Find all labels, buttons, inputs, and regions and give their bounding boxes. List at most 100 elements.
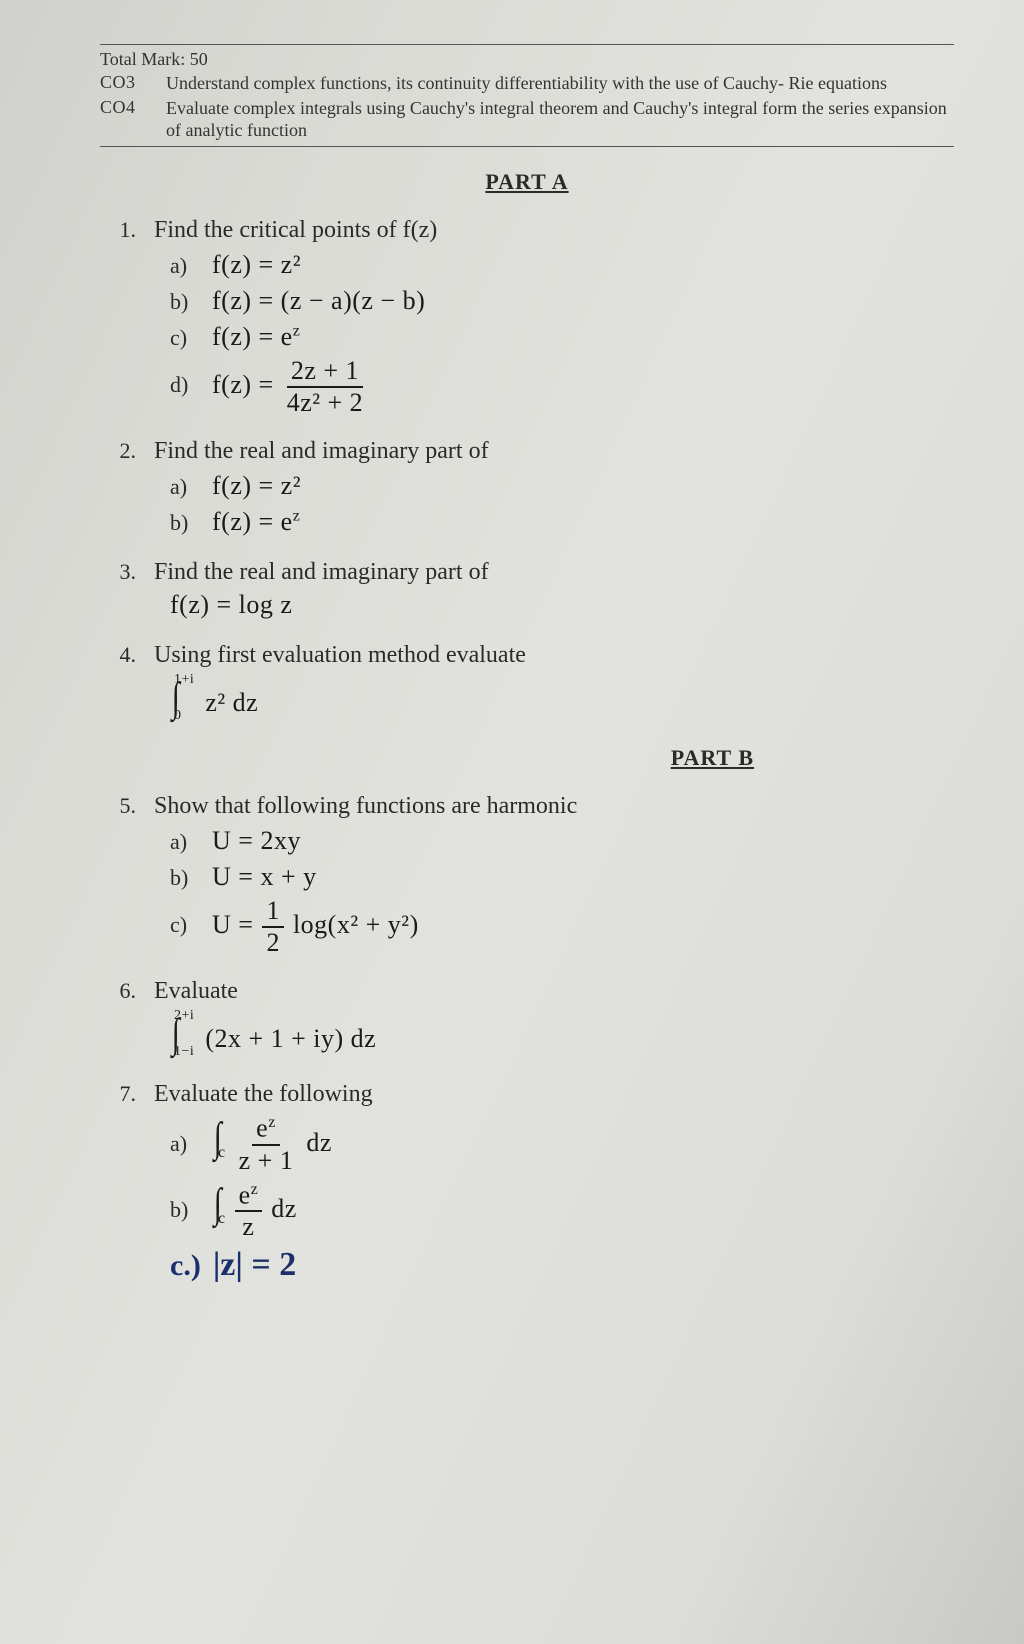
q2-a-formula: f(z) = z² (212, 471, 301, 501)
integral-sign-icon: ∫ (214, 1180, 222, 1228)
integral-wrap: ∫ 1+i 0 (170, 673, 198, 723)
q1-b: b) f(z) = (z − a)(z − b) (170, 286, 954, 316)
q7-text: Evaluate the following (154, 1081, 373, 1108)
q7-c-label: c.) (170, 1249, 201, 1283)
q1-d-label: d) (170, 372, 200, 398)
q5-c-rest: log(x² + y²) (293, 909, 419, 938)
q7-b-formula: ∫ c ez z dz (212, 1180, 297, 1240)
q7-b-num: ez (235, 1182, 263, 1213)
q2-a: a) f(z) = z² (170, 471, 954, 501)
integral-sign-icon: ∫ (214, 1114, 222, 1162)
q7-a-label: a) (170, 1131, 200, 1157)
co4-row: CO4 Evaluate complex integrals using Cau… (100, 97, 954, 142)
q1-d: d) f(z) = 2z + 1 4z² + 2 (170, 358, 954, 416)
integral-wrap-6: ∫ 2+i 1−i (170, 1009, 198, 1059)
integral-wrap-7b: ∫ c (212, 1180, 226, 1228)
co3-label: CO3 (100, 72, 148, 93)
q2-text: Find the real and imaginary part of (154, 438, 489, 465)
q1-c-lhs: f(z) = e (212, 322, 293, 351)
q7-num: 7. (100, 1081, 136, 1107)
q2-b-exp: z (293, 507, 301, 524)
q1-text: Find the critical points of f(z) (154, 217, 437, 244)
co4-text: Evaluate complex integrals using Cauchy'… (166, 97, 954, 142)
q5-a-formula: U = 2xy (212, 826, 301, 856)
q6-integral: ∫ 2+i 1−i (2x + 1 + iy) dz (170, 1009, 954, 1059)
total-mark: Total Mark: 50 (100, 49, 954, 70)
q1-c-exp: z (293, 322, 301, 339)
co3-text: Understand complex functions, its contin… (166, 72, 954, 95)
q6-text: Evaluate (154, 978, 238, 1005)
part-b-heading: PART B (100, 745, 954, 771)
q4-text: Using first evaluation method evaluate (154, 642, 526, 669)
q5-a: a) U = 2xy (170, 826, 954, 856)
q2-b-formula: f(z) = ez (212, 507, 300, 537)
q7-a-frac: ez z + 1 (235, 1115, 298, 1174)
q1-a-label: a) (170, 253, 200, 279)
q7-b-label: b) (170, 1197, 200, 1223)
q2: 2. Find the real and imaginary part of (100, 438, 954, 465)
integral-wrap-7a: ∫ c (212, 1114, 226, 1162)
q4-integrand: z² dz (205, 688, 258, 717)
q5-num: 5. (100, 793, 136, 819)
q7: 7. Evaluate the following (100, 1081, 954, 1108)
q5-c: c) U = 1 2 log(x² + y²) (170, 898, 954, 956)
q5: 5. Show that following functions are har… (100, 793, 954, 820)
q6: 6. Evaluate (100, 978, 954, 1005)
q1-b-formula: f(z) = (z − a)(z − b) (212, 286, 425, 316)
q4-num: 4. (100, 642, 136, 668)
co3-row: CO3 Understand complex functions, its co… (100, 72, 954, 95)
q2-b-lhs: f(z) = e (212, 507, 293, 536)
q5-c-formula: U = 1 2 log(x² + y²) (212, 898, 419, 956)
q5-b-label: b) (170, 865, 200, 891)
q5-c-num: 1 (262, 898, 284, 928)
q2-num: 2. (100, 438, 136, 464)
q7-b-tail: dz (271, 1194, 297, 1223)
q7-b-num-l: e (239, 1180, 251, 1209)
q1-c: c) f(z) = ez (170, 322, 954, 352)
q7-a-num-l: e (256, 1114, 268, 1143)
part-a-heading: PART A (100, 169, 954, 195)
q1-num: 1. (100, 217, 136, 243)
co4-label: CO4 (100, 97, 148, 118)
q7-a-den: z + 1 (235, 1146, 298, 1174)
q5-c-label: c) (170, 912, 200, 938)
q3: 3. Find the real and imaginary part of (100, 559, 954, 586)
q2-b: b) f(z) = ez (170, 507, 954, 537)
q5-text: Show that following functions are harmon… (154, 793, 577, 820)
exam-page: Total Mark: 50 CO3 Understand complex fu… (0, 0, 1024, 1644)
q1-d-frac: 2z + 1 4z² + 2 (283, 358, 368, 416)
q7-b-frac: ez z (235, 1182, 263, 1241)
q2-b-label: b) (170, 510, 200, 536)
q7-c-formula: |z| = 2 (213, 1246, 296, 1284)
q5-b-formula: U = x + y (212, 862, 317, 892)
q7-a: a) ∫ c ez z + 1 dz (170, 1114, 954, 1174)
q5-c-lhs: U = (212, 909, 253, 938)
integral-sign-icon: ∫ (172, 1010, 180, 1058)
q1-d-den: 4z² + 2 (283, 388, 368, 416)
q7-b-den: z (238, 1212, 258, 1240)
q5-c-frac: 1 2 (262, 898, 284, 956)
integral-sign-icon: ∫ (172, 674, 180, 722)
q4: 4. Using first evaluation method evaluat… (100, 642, 954, 669)
q4-integral: ∫ 1+i 0 z² dz (170, 673, 954, 723)
q5-c-den: 2 (262, 928, 284, 956)
q7-c: c.) |z| = 2 (170, 1246, 954, 1284)
q6-num: 6. (100, 978, 136, 1004)
q3-num: 3. (100, 559, 136, 585)
q1-d-num: 2z + 1 (287, 358, 363, 388)
q7-b-num-exp: z (251, 1181, 259, 1198)
q5-b: b) U = x + y (170, 862, 954, 892)
q5-a-label: a) (170, 829, 200, 855)
q1: 1. Find the critical points of f(z) (100, 217, 954, 244)
q1-d-lhs: f(z) = (212, 369, 274, 398)
q1-c-label: c) (170, 325, 200, 351)
q6-integrand: (2x + 1 + iy) dz (205, 1024, 376, 1053)
q3-formula: f(z) = log z (170, 590, 954, 620)
q7-a-num-exp: z (268, 1114, 276, 1131)
q7-a-formula: ∫ c ez z + 1 dz (212, 1114, 332, 1174)
q1-c-formula: f(z) = ez (212, 322, 300, 352)
q1-a-formula: f(z) = z² (212, 250, 301, 280)
q3-text: Find the real and imaginary part of (154, 559, 489, 586)
q2-a-label: a) (170, 474, 200, 500)
q7-a-num: ez (252, 1115, 280, 1146)
